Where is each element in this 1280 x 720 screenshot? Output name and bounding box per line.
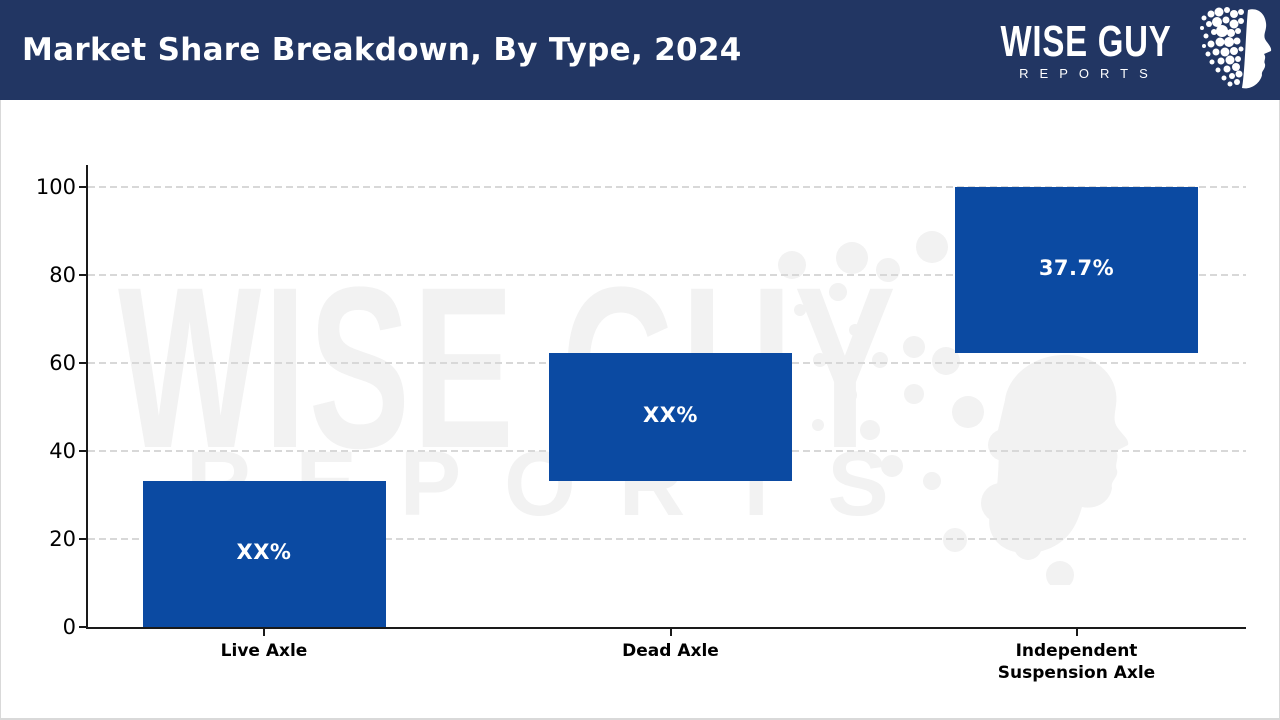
bar	[142, 480, 386, 627]
y-tick	[79, 538, 86, 540]
y-tick-label: 100	[35, 175, 76, 199]
x-tick	[263, 629, 265, 636]
x-category-label: Live Axle	[220, 641, 308, 661]
bar-value-label: XX%	[643, 402, 698, 427]
x-category-label: Dead Axle	[622, 641, 719, 661]
gridline	[88, 274, 1246, 276]
bar	[549, 352, 792, 481]
y-tick	[79, 450, 86, 452]
bar-value-label: 37.7%	[1038, 255, 1115, 280]
gridline	[88, 538, 1246, 540]
x-axis-line	[86, 627, 1246, 629]
brand-name: WISE GUY	[1000, 17, 1172, 66]
y-tick-label: 40	[49, 439, 76, 463]
y-tick	[79, 626, 86, 628]
brand-subtitle: REPORTS	[1019, 66, 1159, 81]
y-tick	[79, 362, 86, 364]
bar	[955, 187, 1198, 353]
x-tick	[669, 629, 672, 636]
x-tick	[1075, 629, 1078, 636]
gridline	[88, 186, 1246, 188]
y-axis-line	[86, 165, 88, 629]
y-tick-label: 20	[49, 527, 76, 551]
bar-value-label: XX%	[236, 539, 292, 564]
page-title: Market Share Breakdown, By Type, 2024	[22, 32, 742, 68]
y-tick	[79, 186, 86, 188]
brand-logo: WISE GUY REPORTS	[972, 0, 1274, 100]
brand-head-icon	[1200, 7, 1272, 89]
y-tick-label: 80	[49, 263, 76, 287]
y-tick-label: 60	[49, 351, 76, 375]
header-bar: Market Share Breakdown, By Type, 2024 WI…	[0, 0, 1280, 100]
x-category-label: Independent Suspension Axle	[997, 641, 1156, 684]
y-tick	[79, 274, 86, 276]
brand-logo-text: WISE GUY REPORTS	[972, 17, 1200, 81]
y-tick-label: 0	[62, 615, 76, 639]
